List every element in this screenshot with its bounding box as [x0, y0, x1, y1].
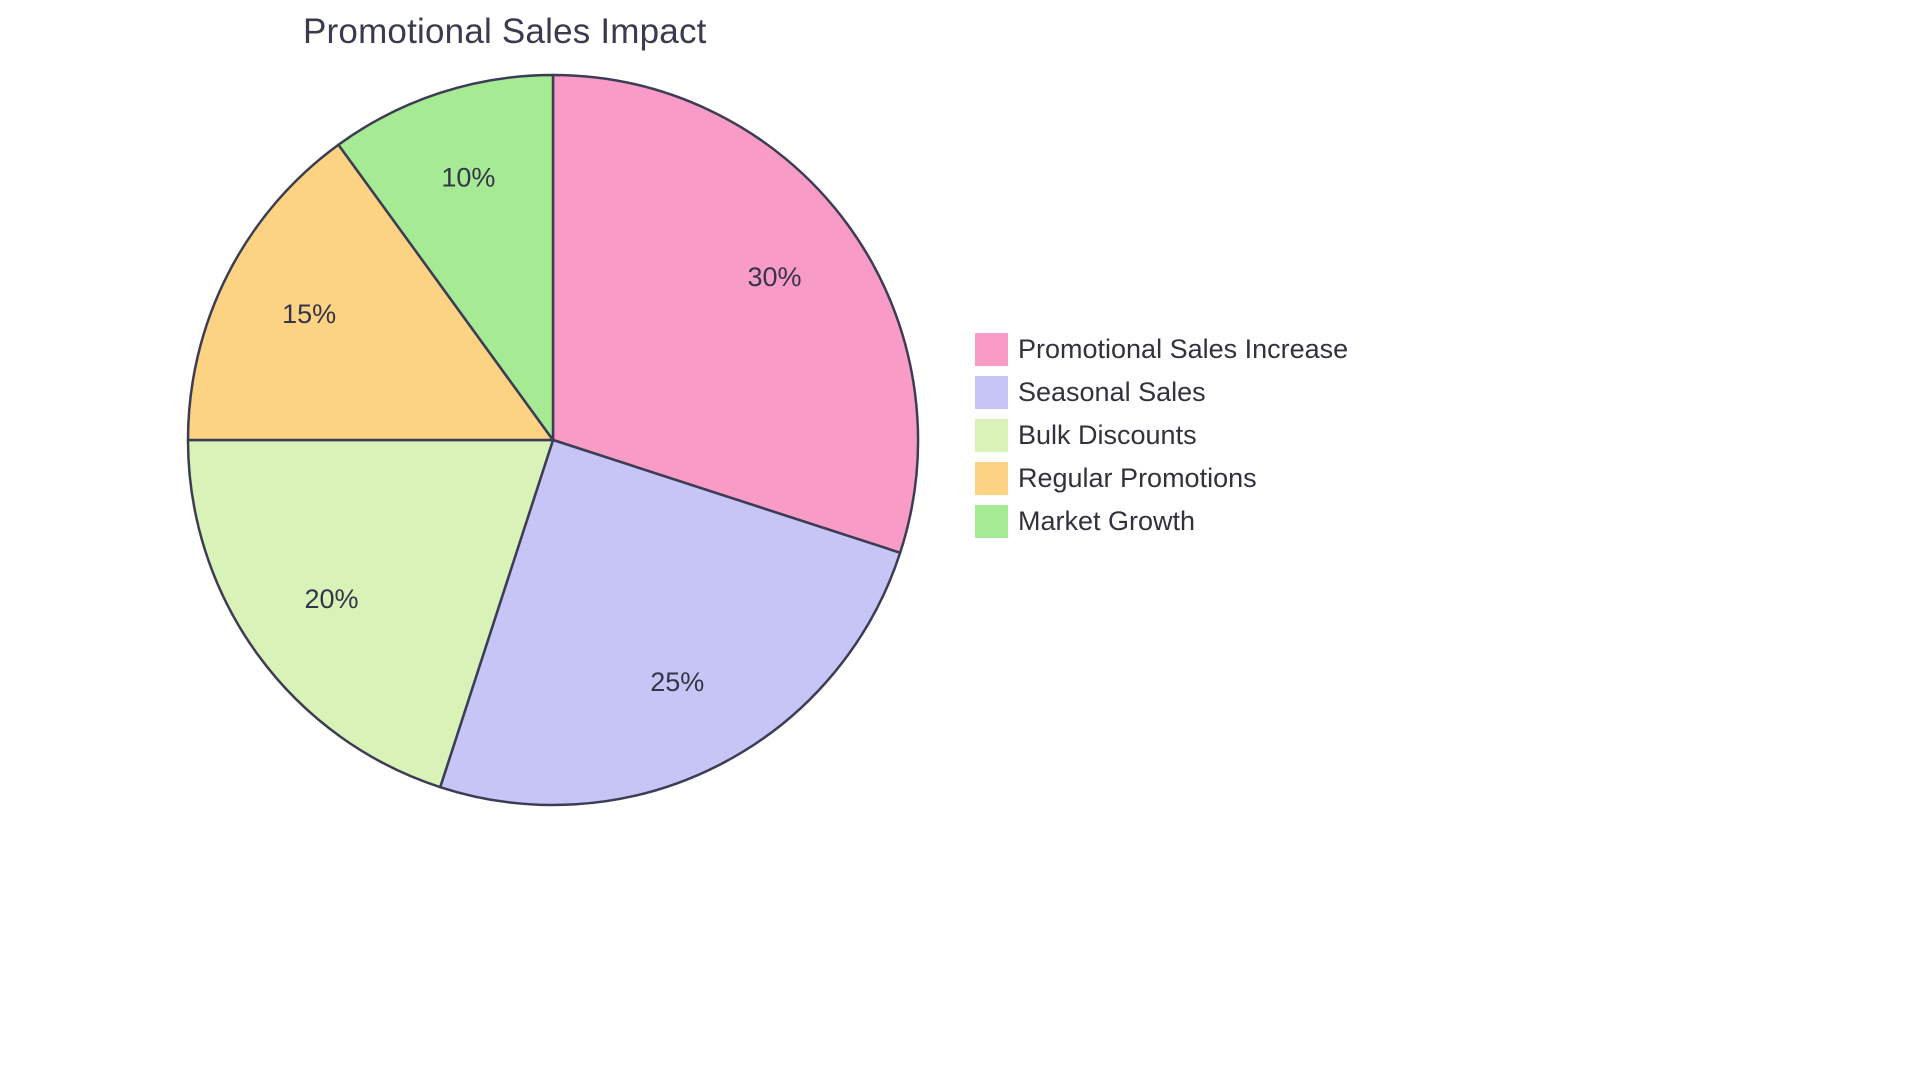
pie-slice-market-growth	[337, 73, 555, 442]
slice-percentage-label: 15%	[282, 299, 336, 329]
legend-item-seasonal-sales: Seasonal Sales	[975, 376, 1348, 409]
legend-swatch	[975, 333, 1008, 366]
legend-item-market-growth: Market Growth	[975, 505, 1348, 538]
pie-slices	[186, 73, 920, 807]
legend-swatch	[975, 505, 1008, 538]
pie-slice-promotional-sales-increase	[551, 73, 920, 555]
slice-percentage-label: 10%	[441, 163, 495, 193]
pie-slice-labels: 30% 25% 20% 15% 10%	[282, 163, 801, 697]
chart-legend: Promotional Sales Increase Seasonal Sales…	[975, 333, 1348, 538]
slice-percentage-label: 30%	[747, 262, 801, 292]
legend-label: Seasonal Sales	[1018, 377, 1206, 407]
legend-swatch	[975, 419, 1008, 452]
pie-slice-regular-promotions	[186, 143, 555, 442]
legend-swatch	[975, 462, 1008, 495]
slice-percentage-label: 20%	[304, 584, 358, 614]
legend-label: Market Growth	[1018, 506, 1196, 536]
legend-label: Regular Promotions	[1018, 463, 1257, 493]
legend-item-promotional-sales-increase: Promotional Sales Increase	[975, 333, 1348, 366]
pie-slice-seasonal-sales	[438, 438, 902, 807]
chart-title: Promotional Sales Impact	[303, 12, 707, 51]
pie-slice-bulk-discounts	[186, 438, 555, 789]
legend-item-regular-promotions: Regular Promotions	[975, 462, 1348, 495]
legend-swatch	[975, 376, 1008, 409]
legend-item-bulk-discounts: Bulk Discounts	[975, 419, 1348, 452]
legend-label: Bulk Discounts	[1018, 420, 1197, 450]
slice-percentage-label: 25%	[650, 667, 704, 697]
legend-label: Promotional Sales Increase	[1018, 334, 1349, 364]
